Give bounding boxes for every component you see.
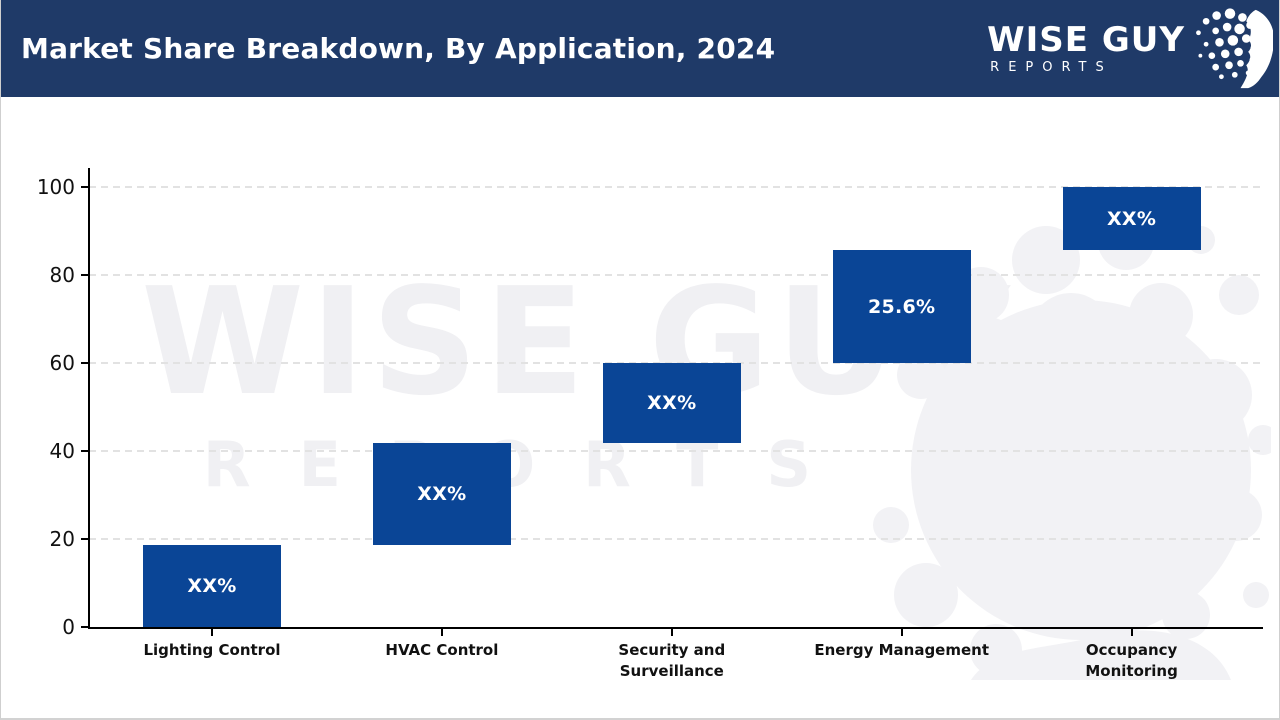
x-tick-mark — [900, 629, 903, 636]
x-tick-mark — [440, 629, 443, 636]
gridline-40 — [89, 450, 1263, 452]
y-tick-mark-20 — [81, 538, 89, 540]
gridline-80 — [89, 274, 1263, 276]
logo-text-wiseguy: WISE GUY — [987, 19, 1185, 60]
y-tick-mark-100 — [81, 186, 89, 188]
y-tick-label-0: 0 — [62, 615, 75, 639]
y-tick-mark-40 — [81, 450, 89, 452]
x-tick-mark — [670, 629, 673, 636]
gridline-20 — [89, 538, 1263, 540]
x-axis-category-label: Energy Management — [814, 641, 990, 659]
bar-value-label: XX% — [187, 575, 237, 598]
y-tick-label-20: 20 — [49, 527, 75, 551]
y-tick-label-100: 100 — [36, 175, 75, 199]
y-tick-mark-0 — [81, 626, 89, 628]
x-axis-category-label: Occupancy Monitoring — [1085, 641, 1178, 680]
x-axis-category-label: HVAC Control — [385, 641, 499, 659]
wise-guy-logo: WISE GUY REPORTS — [987, 6, 1279, 92]
plot-area: 0 20 40 60 80 100 XX% Lighting Control XX% HVAC C… — [1, 97, 1279, 718]
y-tick-label-80: 80 — [49, 263, 75, 287]
dotted-face-icon — [1196, 7, 1273, 88]
header-bar: Market Share Breakdown, By Application, … — [1, 0, 1279, 97]
y-tick-mark-80 — [81, 274, 89, 276]
y-axis-line — [88, 168, 90, 629]
x-axis-category-label: Security and Surveillance — [618, 641, 726, 680]
bar-segment: XX% — [143, 545, 281, 627]
bar-value-label: XX% — [1106, 207, 1157, 230]
logo-wordmark: WISE GUY REPORTS — [987, 23, 1185, 75]
bar-segment: XX% — [372, 443, 511, 546]
bar-segment: 25.6% — [832, 250, 971, 363]
x-tick-mark — [211, 629, 213, 636]
x-tick-mark — [1130, 629, 1133, 636]
y-tick-label-40: 40 — [49, 439, 75, 463]
bar-value-label: XX% — [647, 392, 697, 415]
bar-value-label: 25.6% — [867, 295, 936, 318]
gridline-100 — [89, 186, 1263, 188]
x-axis-line — [88, 627, 1263, 629]
x-axis-category-label: Lighting Control — [143, 641, 281, 659]
bar-segment: XX% — [602, 363, 741, 444]
bar-segment: XX% — [1062, 187, 1201, 251]
y-tick-mark-60 — [81, 362, 89, 364]
logo-text-reports: REPORTS — [990, 59, 1113, 75]
chart-title: Market Share Breakdown, By Application, … — [21, 32, 776, 65]
y-tick-label-60: 60 — [49, 351, 75, 375]
bar-value-label: XX% — [417, 483, 467, 506]
